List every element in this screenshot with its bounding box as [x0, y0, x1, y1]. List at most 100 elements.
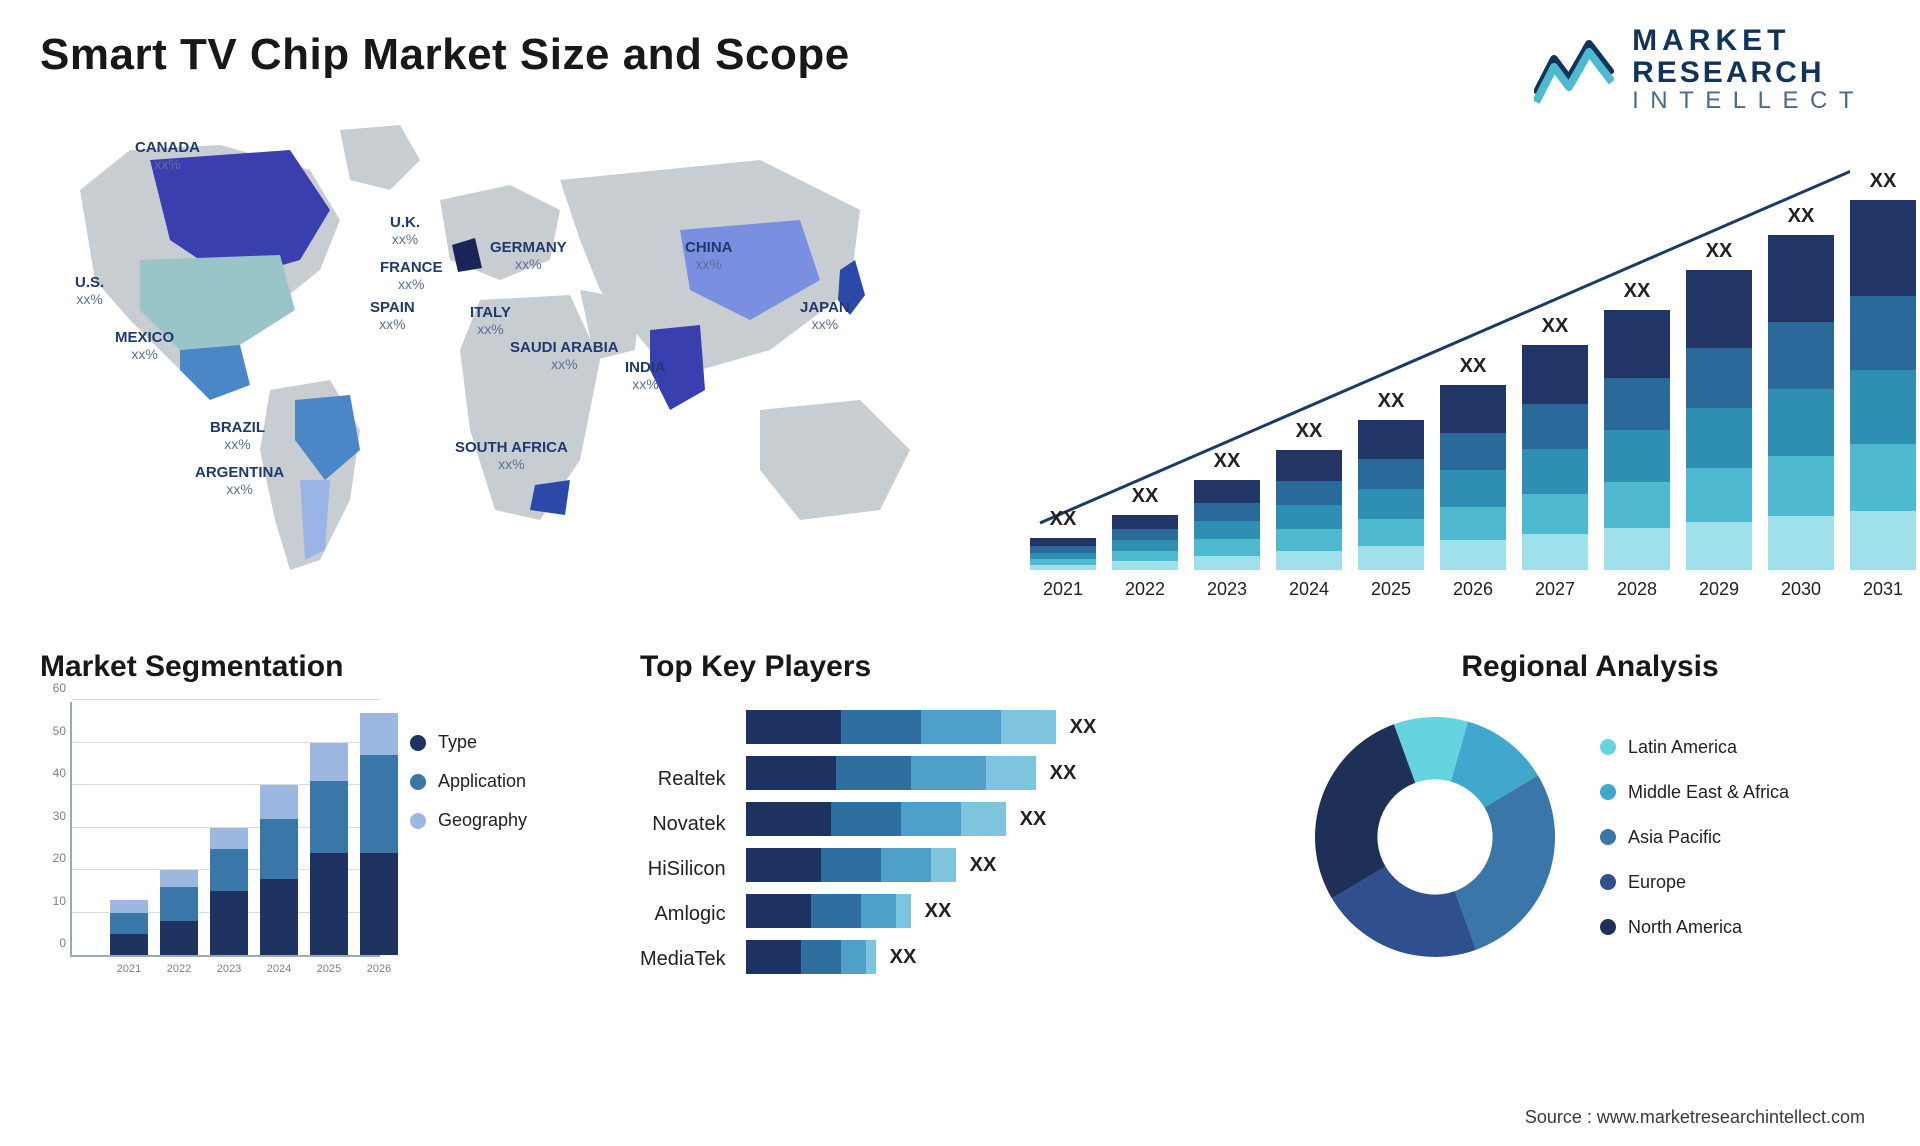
segmentation-legend: Type Application Geography [410, 702, 527, 982]
seg-xlabel: 2022 [160, 963, 198, 975]
growth-bar-value: XX [1850, 170, 1916, 193]
segmentation-chart: 202120222023202420252026 0102030405060 T… [40, 702, 600, 982]
seg-xlabel: 2026 [360, 963, 398, 975]
kp-value: XX [1070, 716, 1097, 739]
kp-row: XX [746, 710, 1097, 744]
growth-bar-2030: XX2030 [1768, 235, 1834, 570]
seg-bar-2025 [310, 743, 348, 956]
seg-bar-2024 [260, 785, 298, 955]
seg-xlabel: 2025 [310, 963, 348, 975]
growth-bar-year: 2021 [1030, 579, 1096, 600]
map-label-japan: JAPANxx% [800, 300, 850, 332]
seg-legend-item: Type [410, 732, 527, 753]
map-label-brazil: BRAZILxx% [210, 420, 265, 452]
kp-label: Amlogic [654, 894, 725, 936]
map-label-saudi-arabia: SAUDI ARABIAxx% [510, 340, 619, 372]
growth-bar-year: 2030 [1768, 579, 1834, 600]
seg-ytick: 50 [40, 724, 66, 738]
seg-ytick: 10 [40, 894, 66, 908]
growth-bar-2021: XX2021 [1030, 538, 1096, 570]
regional-title: Regional Analysis [1300, 650, 1880, 684]
kp-value: XX [925, 900, 952, 923]
growth-bar-2031: XX2031 [1850, 200, 1916, 570]
seg-bar-2021 [110, 900, 148, 955]
map-label-south-africa: SOUTH AFRICAxx% [455, 440, 568, 472]
growth-bar-2024: XX2024 [1276, 450, 1342, 570]
growth-bar-value: XX [1768, 205, 1834, 228]
seg-ytick: 0 [40, 936, 66, 950]
map-label-france: FRANCExx% [380, 260, 443, 292]
growth-bar-2026: XX2026 [1440, 385, 1506, 570]
growth-bar-value: XX [1112, 485, 1178, 508]
growth-bar-2027: XX2027 [1522, 345, 1588, 570]
kp-label: Realtek [658, 759, 726, 801]
regional-chart: Latin AmericaMiddle East & AfricaAsia Pa… [1300, 702, 1880, 972]
map-label-u-k-: U.K.xx% [390, 215, 420, 247]
ra-legend-item: North America [1600, 917, 1789, 938]
kp-value: XX [1050, 762, 1077, 785]
seg-ytick: 60 [40, 681, 66, 695]
seg-bar-2026 [360, 713, 398, 955]
seg-bar-2023 [210, 828, 248, 956]
kp-label: HiSilicon [648, 849, 726, 891]
growth-bar-year: 2023 [1194, 579, 1260, 600]
seg-legend-item: Geography [410, 810, 527, 831]
growth-bar-value: XX [1604, 280, 1670, 303]
growth-bar-value: XX [1194, 450, 1260, 473]
ra-legend-item: Europe [1600, 872, 1789, 893]
growth-bar-value: XX [1276, 420, 1342, 443]
growth-bar-year: 2027 [1522, 579, 1588, 600]
map-label-u-s-: U.S.xx% [75, 275, 104, 307]
regional-legend: Latin AmericaMiddle East & AfricaAsia Pa… [1600, 737, 1789, 938]
source-text: Source : www.marketresearchintellect.com [1525, 1107, 1865, 1128]
seg-legend-item: Application [410, 771, 527, 792]
growth-bar-2028: XX2028 [1604, 310, 1670, 570]
seg-xlabel: 2023 [210, 963, 248, 975]
seg-ytick: 20 [40, 851, 66, 865]
logo-line-1: MARKET [1632, 25, 1865, 57]
map-label-spain: SPAINxx% [370, 300, 415, 332]
seg-ytick: 30 [40, 809, 66, 823]
kp-value: XX [1020, 808, 1047, 831]
map-label-italy: ITALYxx% [470, 305, 511, 337]
world-map: CANADAxx%U.S.xx%MEXICOxx%BRAZILxx%ARGENT… [40, 100, 980, 620]
growth-bar-year: 2029 [1686, 579, 1752, 600]
growth-bar-value: XX [1522, 315, 1588, 338]
key-players-chart: RealtekNovatekHiSiliconAmlogicMediaTek X… [640, 702, 1260, 982]
seg-ytick: 40 [40, 766, 66, 780]
growth-bar-value: XX [1030, 508, 1096, 531]
growth-bar-year: 2028 [1604, 579, 1670, 600]
map-label-argentina: ARGENTINAxx% [195, 465, 284, 497]
kp-row: XX [746, 894, 952, 928]
growth-bar-value: XX [1440, 355, 1506, 378]
growth-bar-year: 2025 [1358, 579, 1424, 600]
growth-bar-2022: XX2022 [1112, 515, 1178, 570]
growth-bar-2029: XX2029 [1686, 270, 1752, 570]
growth-bar-2023: XX2023 [1194, 480, 1260, 570]
map-label-germany: GERMANYxx% [490, 240, 567, 272]
seg-bar-2022 [160, 870, 198, 955]
brand-logo-icon [1534, 34, 1614, 104]
growth-bar-year: 2026 [1440, 579, 1506, 600]
kp-row: XX [746, 756, 1077, 790]
seg-xlabel: 2024 [260, 963, 298, 975]
growth-bar-year: 2024 [1276, 579, 1342, 600]
growth-bar-2025: XX2025 [1358, 420, 1424, 570]
map-label-india: INDIAxx% [625, 360, 666, 392]
kp-row: XX [746, 940, 917, 974]
regional-donut [1300, 702, 1570, 972]
logo-line-2: RESEARCH [1632, 57, 1865, 89]
growth-bar-value: XX [1358, 390, 1424, 413]
seg-xlabel: 2021 [110, 963, 148, 975]
ra-legend-item: Asia Pacific [1600, 827, 1789, 848]
key-players-title: Top Key Players [640, 650, 1260, 684]
growth-bar-year: 2022 [1112, 579, 1178, 600]
growth-bar-year: 2031 [1850, 579, 1916, 600]
growth-chart: XX2021XX2022XX2023XX2024XX2025XX2026XX20… [980, 100, 1880, 620]
kp-label: MediaTek [640, 939, 726, 981]
kp-value: XX [970, 854, 997, 877]
kp-value: XX [890, 946, 917, 969]
kp-label: Novatek [652, 804, 725, 846]
ra-legend-item: Latin America [1600, 737, 1789, 758]
kp-row: XX [746, 802, 1047, 836]
